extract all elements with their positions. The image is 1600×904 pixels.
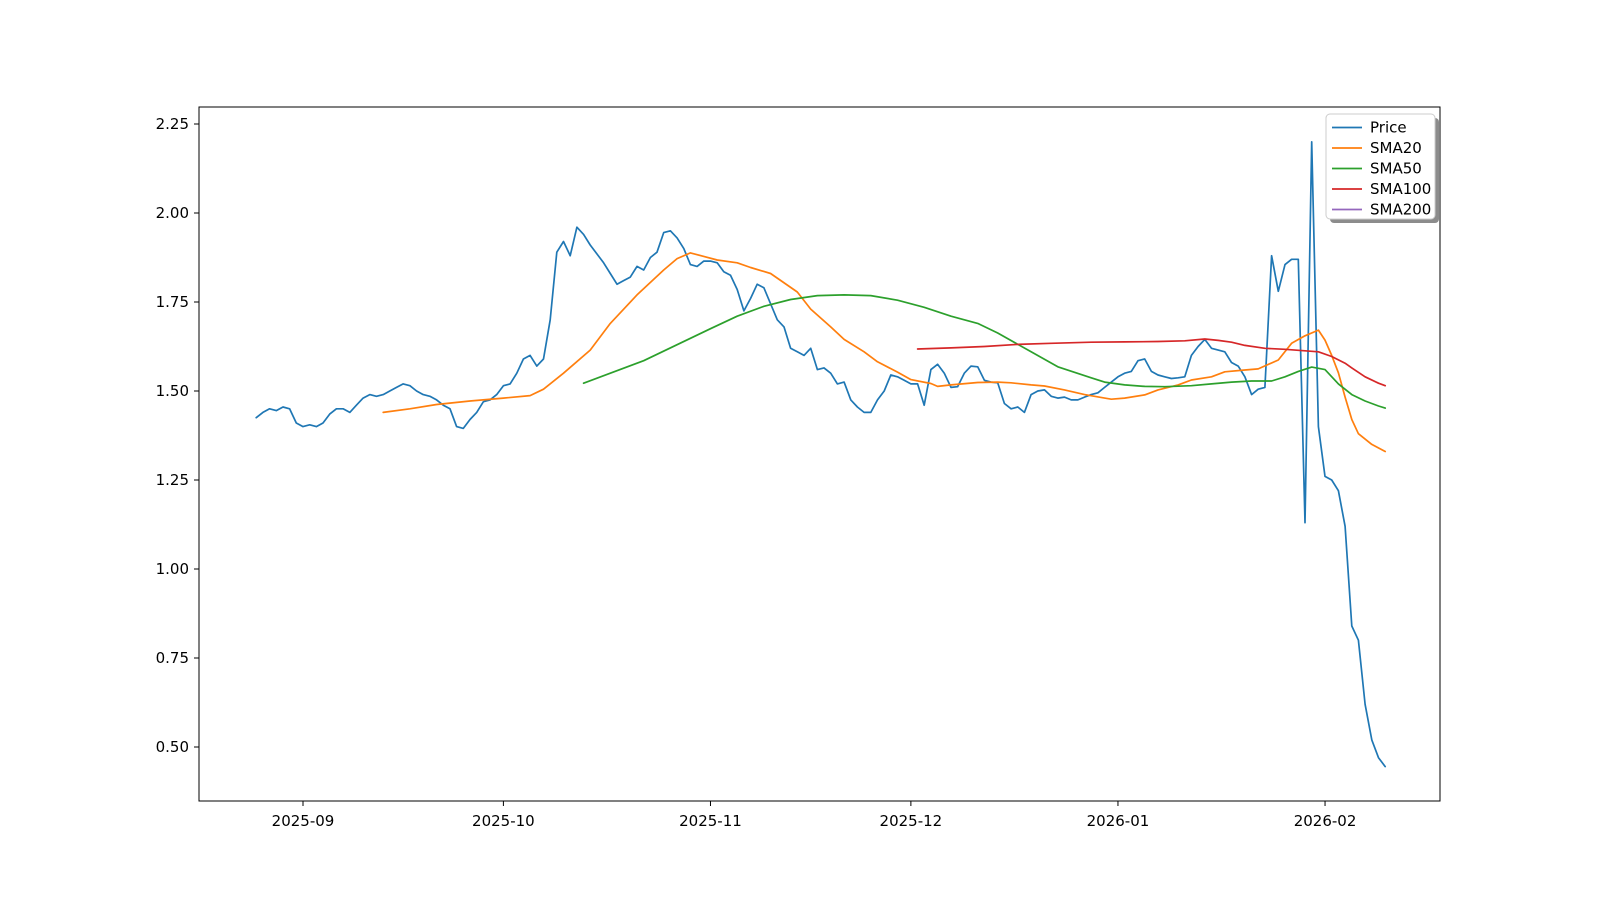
x-tick-label: 2026-01 — [1087, 812, 1150, 830]
sma20-line — [382, 252, 1387, 453]
y-tick-label: 0.50 — [156, 738, 189, 756]
legend-item-sma50: SMA50 — [1332, 160, 1422, 178]
legend-label-sma100: SMA100 — [1370, 180, 1431, 198]
x-tick-label: 2025-12 — [880, 812, 943, 830]
y-tick-label: 0.75 — [156, 649, 189, 667]
legend-item-sma100: SMA100 — [1332, 180, 1431, 198]
legend-label-price: Price — [1370, 119, 1407, 137]
legend-box — [1325, 113, 1436, 220]
sma50-line — [582, 294, 1387, 409]
y-tick-label: 1.75 — [156, 293, 189, 311]
x-tick-label: 2025-11 — [679, 812, 742, 830]
legend-item-sma200: SMA200 — [1332, 201, 1431, 219]
y-tick-label: 1.00 — [156, 560, 189, 578]
legend-item-price: Price — [1332, 119, 1407, 137]
legend-label-sma50: SMA50 — [1370, 160, 1422, 178]
legend-item-sma20: SMA20 — [1332, 139, 1422, 157]
plot-border — [198, 106, 1441, 802]
y-tick-label: 2.25 — [156, 115, 189, 133]
legend: Price SMA20 SMA50 SMA100 SMA200 — [1325, 113, 1439, 223]
y-tick-label: 1.50 — [156, 382, 189, 400]
x-tick-label: 2026-02 — [1294, 812, 1357, 830]
sma100-line — [916, 338, 1387, 387]
legend-label-sma20: SMA20 — [1370, 139, 1422, 157]
legend-label-sma200: SMA200 — [1370, 201, 1431, 219]
y-tick-label: 1.25 — [156, 471, 189, 489]
price-line — [255, 140, 1387, 768]
x-tick-label: 2025-10 — [472, 812, 535, 830]
y-tick-label: 2.00 — [156, 204, 189, 222]
x-tick-label: 2025-09 — [272, 812, 335, 830]
